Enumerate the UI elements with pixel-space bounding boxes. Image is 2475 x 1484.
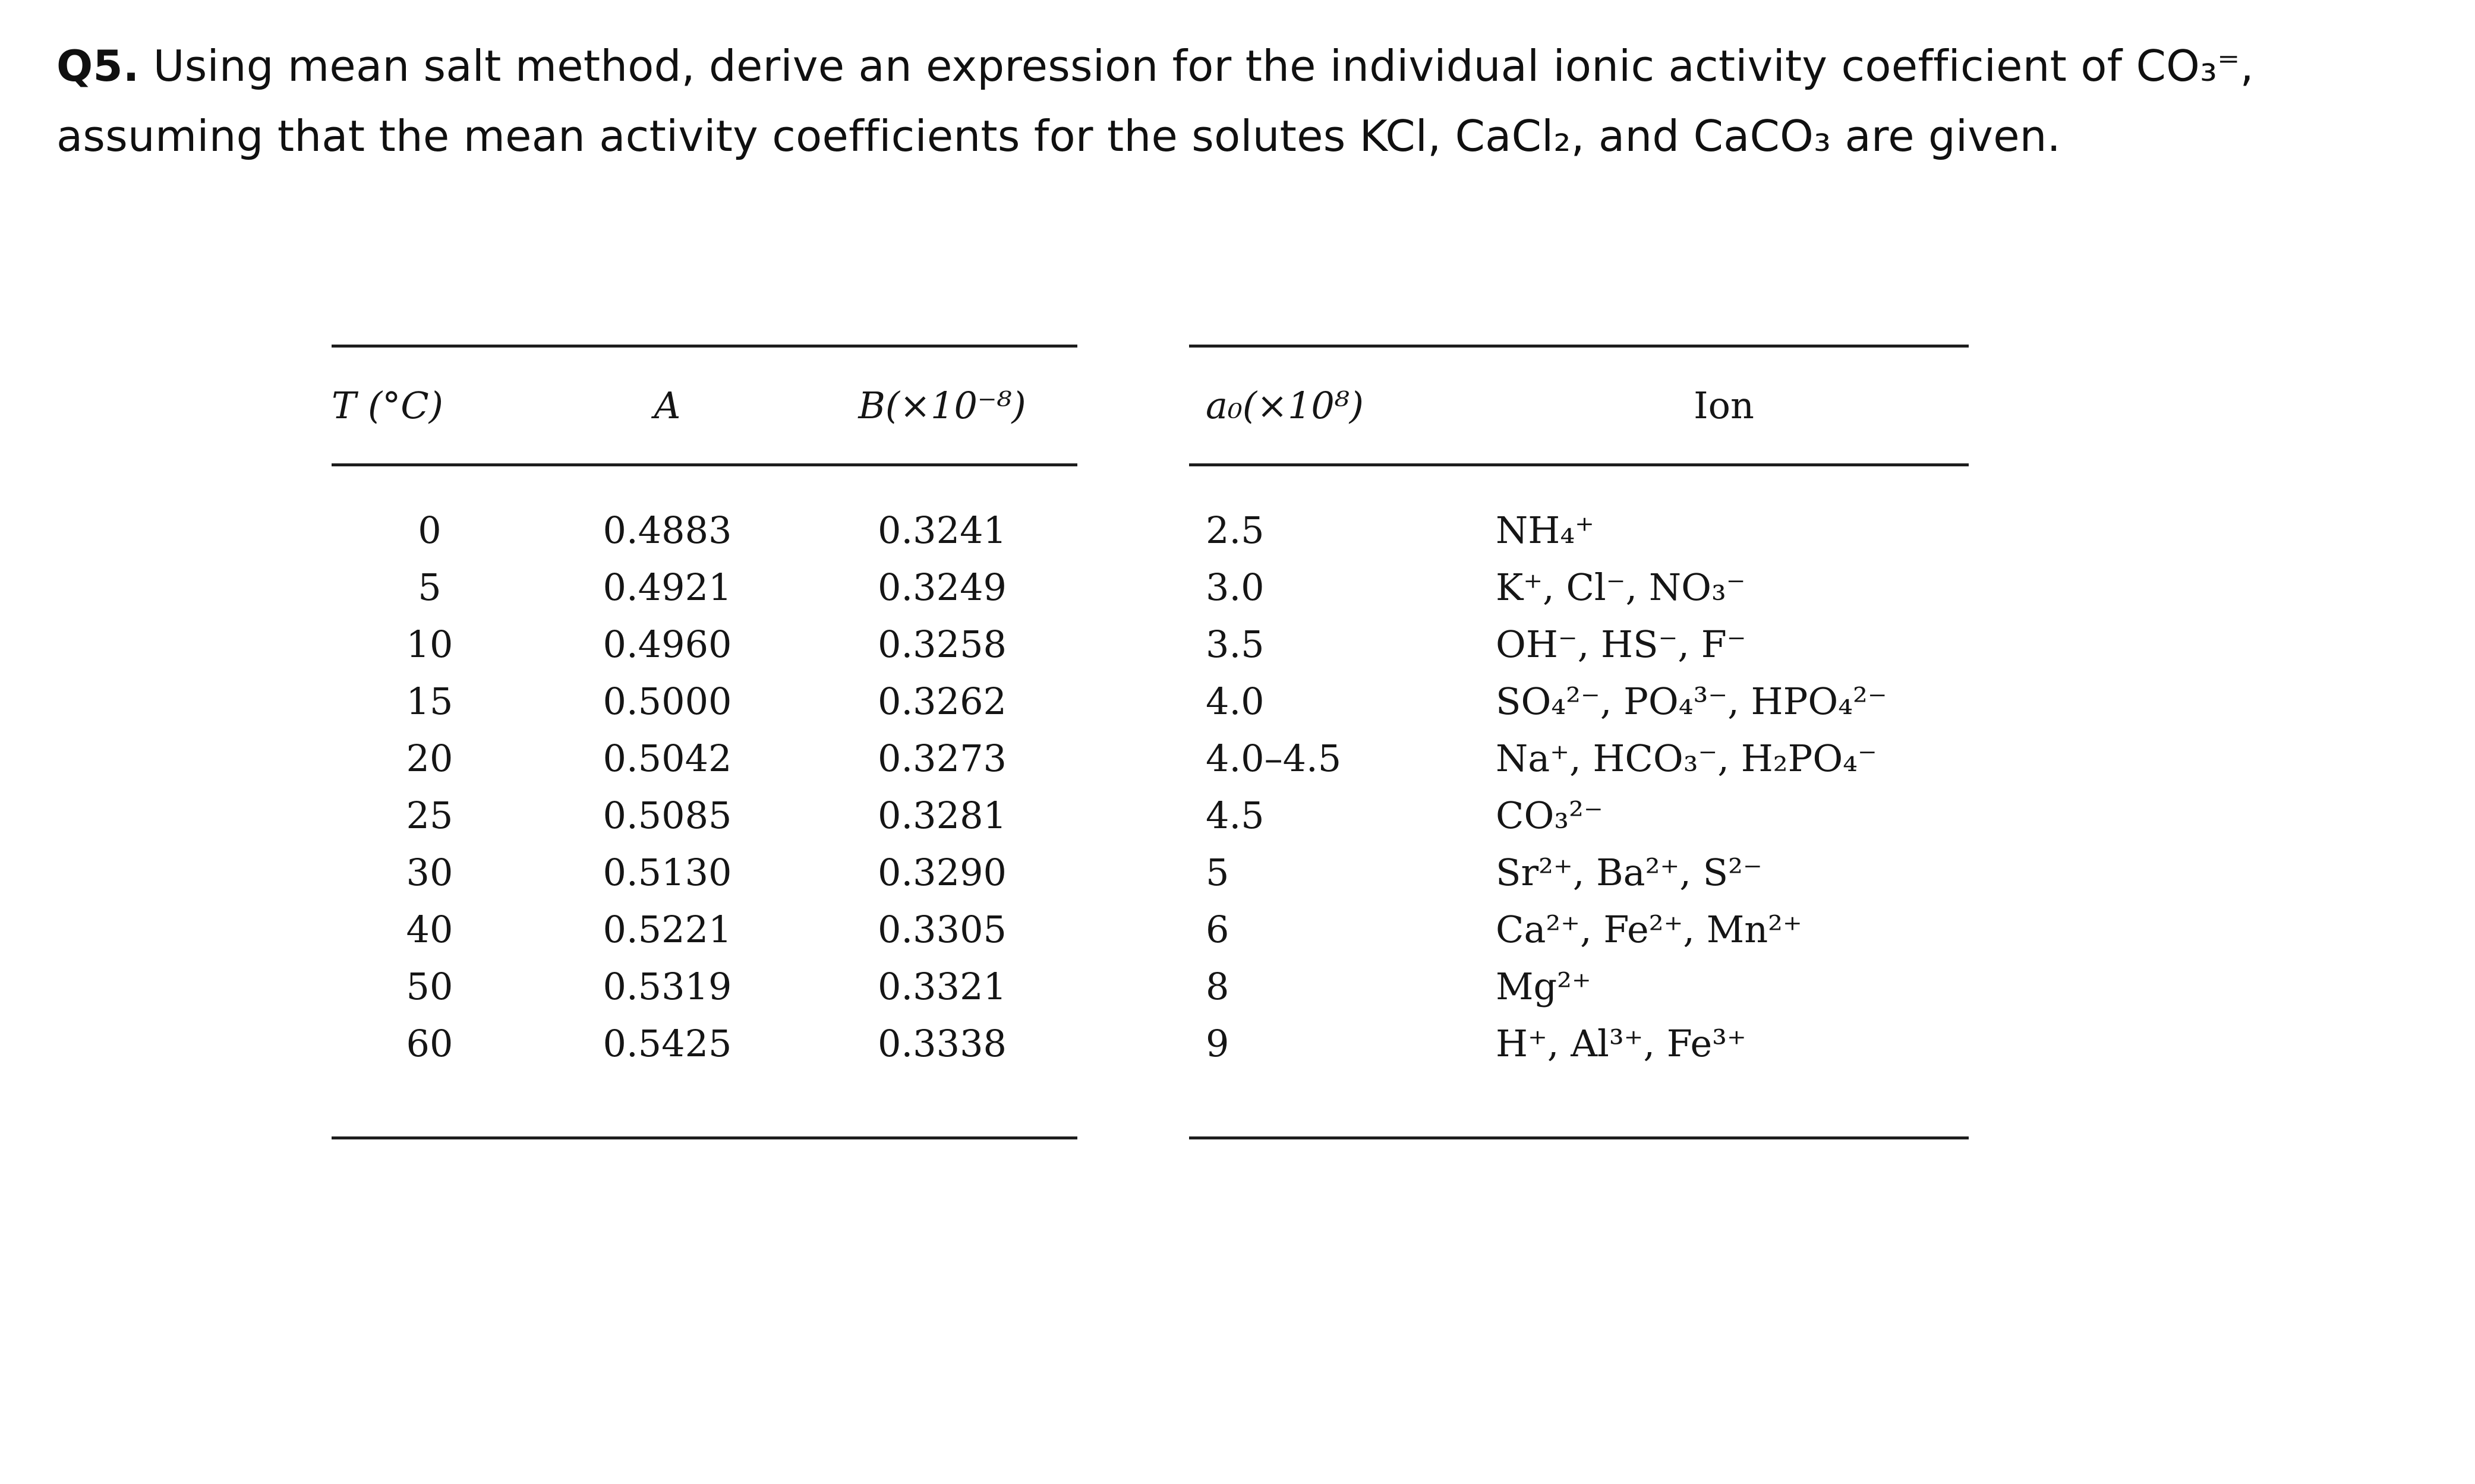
table-row: 4.0–4.5 Na⁺, HCO₃⁻, H₂PO₄⁻ <box>1189 730 1969 787</box>
table-cell: 0.5319 <box>603 965 732 1008</box>
table-cell: 0 <box>418 509 442 552</box>
table-head: T (°C) A B(×10⁻⁸) <box>332 346 1077 465</box>
table-cell: 30 <box>406 851 453 894</box>
table-cell: 4.0–4.5 <box>1206 737 1342 780</box>
table-cell: 15 <box>406 680 453 723</box>
table-cell: 9 <box>1206 1022 1229 1065</box>
table-row: 3.0 K⁺, Cl⁻, NO₃⁻ <box>1189 559 1969 616</box>
table-cell: 2.5 <box>1206 509 1265 552</box>
table-row: 3.5 OH⁻, HS⁻, F⁻ <box>1189 616 1969 673</box>
question-body: Using mean salt method, derive an expres… <box>56 41 2254 161</box>
table-cell: CO₃²⁻ <box>1496 794 1603 837</box>
table-cell: 0.3273 <box>878 737 1007 780</box>
table-cell: K⁺, Cl⁻, NO₃⁻ <box>1496 566 1746 609</box>
table-cell: 0.3249 <box>878 566 1007 609</box>
table-cell: Ca²⁺, Fe²⁺, Mn²⁺ <box>1496 908 1802 951</box>
table-cell: 6 <box>1206 908 1229 951</box>
table-row: 0 0.4883 0.3241 <box>332 465 1077 560</box>
table-row: 15 0.5000 0.3262 <box>332 673 1077 730</box>
table-cell: 10 <box>406 623 453 666</box>
table-cell: 0.3305 <box>878 908 1007 951</box>
table-cell: 0.3281 <box>878 794 1007 837</box>
table-cell: 40 <box>406 908 453 951</box>
table-cell: 3.0 <box>1206 566 1265 609</box>
temperature-constants-table: T (°C) A B(×10⁻⁸) 0 0.4883 0.3241 5 0.4921 0.… <box>332 345 1077 1139</box>
header-b-constant: B(×10⁻⁸) <box>858 384 1026 427</box>
table-cell: 8 <box>1206 965 1229 1008</box>
table-body: 2.5 NH₄⁺ 3.0 K⁺, Cl⁻, NO₃⁻ 3.5 OH⁻, HS⁻, F⁻ 4.… <box>1189 465 1969 1138</box>
table-cell: 0.3262 <box>878 680 1007 723</box>
table-cell: 0.3338 <box>878 1022 1007 1065</box>
table-cell: 0.4960 <box>603 623 732 666</box>
table-header-row: T (°C) A B(×10⁻⁸) <box>332 346 1077 465</box>
table-cell: NH₄⁺ <box>1496 509 1594 552</box>
table-cell: 0.3241 <box>878 509 1007 552</box>
header-ion: Ion <box>1694 384 1754 427</box>
question-label: Q5. <box>56 41 140 91</box>
table-row: 5 0.4921 0.3249 <box>332 559 1077 616</box>
table-cell: 0.5425 <box>603 1022 732 1065</box>
table-cell: 60 <box>406 1022 453 1065</box>
table-body: 0 0.4883 0.3241 5 0.4921 0.3249 10 0.4960 0.3258… <box>332 465 1077 1138</box>
table-cell: 0.3290 <box>878 851 1007 894</box>
table-row: 40 0.5221 0.3305 <box>332 901 1077 958</box>
table-cell: 4.5 <box>1206 794 1265 837</box>
table-row: 5 Sr²⁺, Ba²⁺, S²⁻ <box>1189 844 1969 901</box>
table-cell: OH⁻, HS⁻, F⁻ <box>1496 623 1746 666</box>
table-cell: 0.4883 <box>603 509 732 552</box>
table-row: 50 0.5319 0.3321 <box>332 958 1077 1015</box>
table-cell: SO₄²⁻, PO₄³⁻, HPO₄²⁻ <box>1496 680 1887 723</box>
table-cell: 0.5130 <box>603 851 732 894</box>
header-ion-size: a₀(×10⁸) <box>1206 384 1364 427</box>
table-row: 9 H⁺, Al³⁺, Fe³⁺ <box>1189 1015 1969 1138</box>
table-row: 10 0.4960 0.3258 <box>332 616 1077 673</box>
table-cell: Na⁺, HCO₃⁻, H₂PO₄⁻ <box>1496 737 1877 780</box>
table-cell: 5 <box>1206 851 1229 894</box>
table-cell: 0.3321 <box>878 965 1007 1008</box>
tables-region: T (°C) A B(×10⁻⁸) 0 0.4883 0.3241 5 0.4921 0.… <box>332 345 1969 1139</box>
table-cell: 0.5221 <box>603 908 732 951</box>
table-cell: 0.3258 <box>878 623 1007 666</box>
table-row: 20 0.5042 0.3273 <box>332 730 1077 787</box>
table-cell: 0.4921 <box>603 566 732 609</box>
table-cell: 50 <box>406 965 453 1008</box>
table-row: 4.0 SO₄²⁻, PO₄³⁻, HPO₄²⁻ <box>1189 673 1969 730</box>
table-cell: 20 <box>406 737 453 780</box>
table-cell: 0.5000 <box>603 680 732 723</box>
table-header-row: a₀(×10⁸) Ion <box>1189 346 1969 465</box>
table-head: a₀(×10⁸) Ion <box>1189 346 1969 465</box>
table-row: 6 Ca²⁺, Fe²⁺, Mn²⁺ <box>1189 901 1969 958</box>
table-row: 25 0.5085 0.3281 <box>332 787 1077 844</box>
table-cell: 5 <box>418 566 442 609</box>
table-cell: 0.5085 <box>603 794 732 837</box>
table-cell: 0.5042 <box>603 737 732 780</box>
table-cell: 25 <box>406 794 453 837</box>
question-text: Q5. Using mean salt method, derive an ex… <box>56 31 2297 171</box>
header-temperature: T (°C) <box>332 384 443 427</box>
table-row: 8 Mg²⁺ <box>1189 958 1969 1015</box>
table-cell: 3.5 <box>1206 623 1265 666</box>
table-row: 4.5 CO₃²⁻ <box>1189 787 1969 844</box>
ion-size-parameter-table: a₀(×10⁸) Ion 2.5 NH₄⁺ 3.0 K⁺, Cl⁻, NO₃⁻ 3.5 O… <box>1189 345 1969 1139</box>
table-row: 30 0.5130 0.3290 <box>332 844 1077 901</box>
table-cell: 4.0 <box>1206 680 1265 723</box>
table-cell: Sr²⁺, Ba²⁺, S²⁻ <box>1496 851 1763 894</box>
table-cell: Mg²⁺ <box>1496 965 1591 1008</box>
header-a-constant: A <box>654 384 681 427</box>
table-cell: H⁺, Al³⁺, Fe³⁺ <box>1496 1022 1746 1065</box>
table-row: 60 0.5425 0.3338 <box>332 1015 1077 1138</box>
table-row: 2.5 NH₄⁺ <box>1189 465 1969 560</box>
